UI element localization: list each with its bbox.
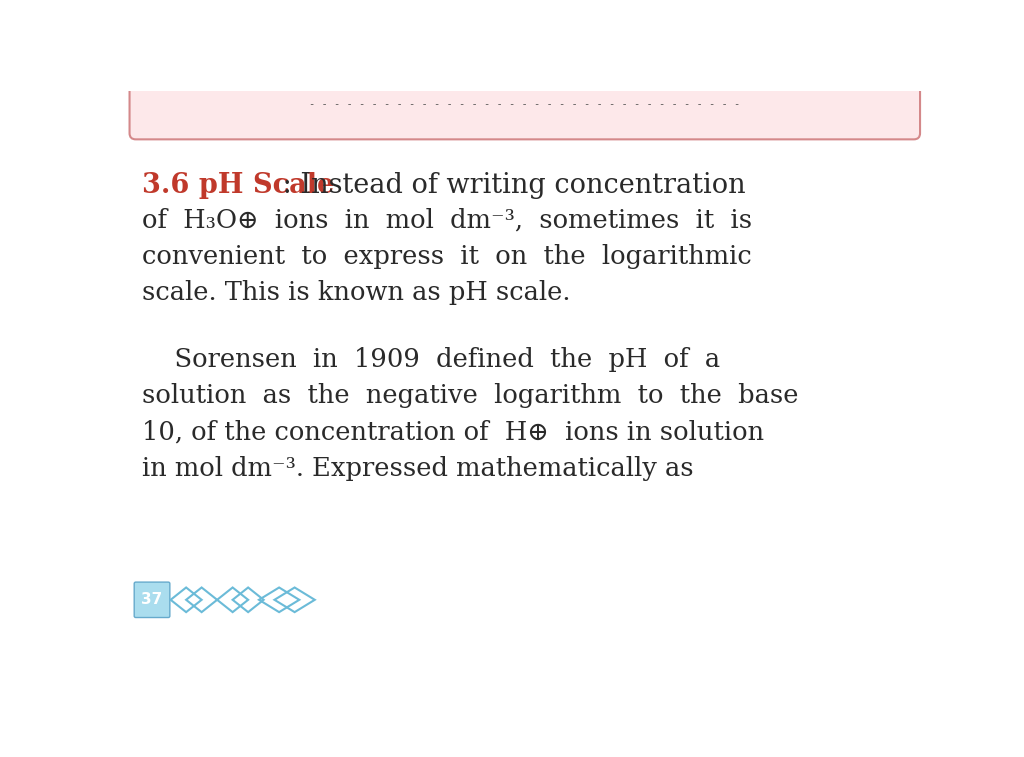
FancyBboxPatch shape — [130, 61, 920, 139]
Text: solution  as  the  negative  logarithm  to  the  base: solution as the negative logarithm to th… — [142, 384, 799, 409]
Text: 10, of the concentration of  H⊕  ions in solution: 10, of the concentration of H⊕ ions in s… — [142, 419, 764, 444]
Text: - - - - - - - - - - - - - - - - - - - - - - - - - - - - - - - - - - -: - - - - - - - - - - - - - - - - - - - - … — [309, 98, 740, 108]
Text: : Instead of writing concentration: : Instead of writing concentration — [273, 172, 745, 198]
Text: in mol dm⁻³. Expressed mathematically as: in mol dm⁻³. Expressed mathematically as — [142, 456, 693, 481]
Text: scale. This is known as pH scale.: scale. This is known as pH scale. — [142, 280, 570, 305]
Text: convenient  to  express  it  on  the  logarithmic: convenient to express it on the logarith… — [142, 244, 752, 269]
Text: 37: 37 — [141, 592, 163, 607]
FancyBboxPatch shape — [134, 582, 170, 618]
Text: 3.6 pH Scale: 3.6 pH Scale — [142, 172, 334, 198]
Text: of  H₃O⊕  ions  in  mol  dm⁻³,  sometimes  it  is: of H₃O⊕ ions in mol dm⁻³, sometimes it i… — [142, 208, 752, 233]
Text: Sorensen  in  1909  defined  the  pH  of  a: Sorensen in 1909 defined the pH of a — [142, 347, 720, 372]
